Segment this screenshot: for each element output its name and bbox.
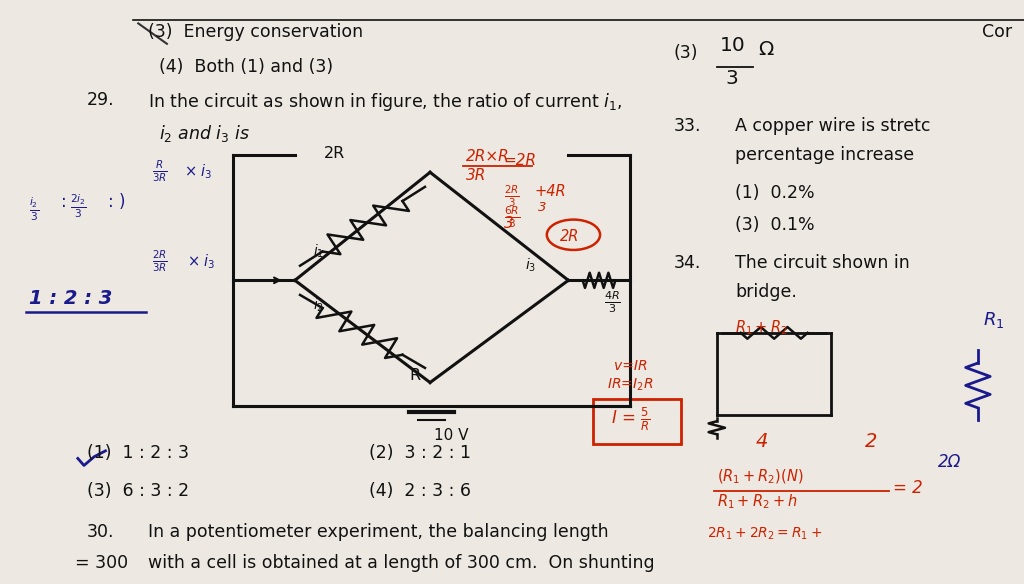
Text: (3): (3) xyxy=(674,44,698,62)
Text: 33.: 33. xyxy=(674,117,701,135)
Text: 2Ω: 2Ω xyxy=(938,453,962,471)
Text: R: R xyxy=(410,367,421,383)
Text: $\frac{i_2}{3}$: $\frac{i_2}{3}$ xyxy=(29,196,39,223)
Text: In a potentiometer experiment, the balancing length: In a potentiometer experiment, the balan… xyxy=(148,523,609,541)
Text: 3: 3 xyxy=(538,201,546,214)
Text: 3: 3 xyxy=(725,69,737,88)
Text: $i_2$ and $i_3$ is: $i_2$ and $i_3$ is xyxy=(159,123,250,144)
Text: 3: 3 xyxy=(504,216,514,231)
Text: $2R_1+2R_2=R_1+$: $2R_1+2R_2=R_1+$ xyxy=(707,526,822,542)
Text: = 300: = 300 xyxy=(75,554,128,572)
Text: $\frac{4R}{3}$: $\frac{4R}{3}$ xyxy=(604,289,622,315)
Text: (1)  1 : 2 : 3: (1) 1 : 2 : 3 xyxy=(87,444,189,462)
Text: (3)  6 : 3 : 2: (3) 6 : 3 : 2 xyxy=(87,482,189,500)
Text: $\frac{R}{3R}$: $\frac{R}{3R}$ xyxy=(152,159,167,184)
Text: :: : xyxy=(61,193,68,211)
Text: × $i_3$: × $i_3$ xyxy=(184,162,213,181)
Text: (4)  Both (1) and (3): (4) Both (1) and (3) xyxy=(159,58,333,77)
Text: 2R: 2R xyxy=(560,229,580,244)
Text: $\frac{6R}{3}$: $\frac{6R}{3}$ xyxy=(504,204,520,230)
Text: 2R: 2R xyxy=(324,145,345,161)
Text: $R_1+R_2+h$: $R_1+R_2+h$ xyxy=(717,492,798,511)
Text: (4)  2 : 3 : 6: (4) 2 : 3 : 6 xyxy=(369,482,471,500)
Text: $\frac{2R}{3}$: $\frac{2R}{3}$ xyxy=(504,184,519,209)
Text: 3R: 3R xyxy=(466,168,486,183)
Text: percentage increase: percentage increase xyxy=(735,146,914,164)
Text: (3)  0.1%: (3) 0.1% xyxy=(735,216,815,234)
Text: bridge.: bridge. xyxy=(735,283,797,301)
Text: $i_2$: $i_2$ xyxy=(313,297,325,314)
Text: (2)  3 : 2 : 1: (2) 3 : 2 : 1 xyxy=(369,444,471,462)
Text: $\frac{2i_2}{3}$: $\frac{2i_2}{3}$ xyxy=(70,193,86,220)
Text: $R_1+R_2$: $R_1+R_2$ xyxy=(735,318,787,337)
Text: 10: 10 xyxy=(720,36,745,55)
Text: (1)  0.2%: (1) 0.2% xyxy=(735,184,815,202)
Text: The circuit shown in: The circuit shown in xyxy=(735,254,910,272)
Text: = 2: = 2 xyxy=(893,479,923,497)
Text: 2: 2 xyxy=(865,432,878,451)
Text: Ω: Ω xyxy=(758,40,773,59)
Text: =2R: =2R xyxy=(504,153,537,168)
Text: 30.: 30. xyxy=(87,523,115,541)
Text: IR=I$_2$R: IR=I$_2$R xyxy=(607,377,653,393)
Text: : ): : ) xyxy=(108,193,125,211)
Text: +4R: +4R xyxy=(535,184,566,199)
Text: $i_1$: $i_1$ xyxy=(313,242,325,260)
Text: $(R_1+R_2)(N)$: $(R_1+R_2)(N)$ xyxy=(717,467,804,486)
Text: I = $\frac{5}{R}$: I = $\frac{5}{R}$ xyxy=(611,405,651,433)
Text: 1 : 2 : 3: 1 : 2 : 3 xyxy=(29,289,112,308)
Text: v=IR: v=IR xyxy=(614,359,648,373)
Text: In the circuit as shown in figure, the ratio of current $i_1$,: In the circuit as shown in figure, the r… xyxy=(148,91,623,113)
Text: 29.: 29. xyxy=(87,91,115,109)
Text: with a cell is obtained at a length of 300 cm.  On shunting: with a cell is obtained at a length of 3… xyxy=(148,554,655,572)
Text: $\frac{2R}{3R}$: $\frac{2R}{3R}$ xyxy=(152,248,167,273)
Text: 34.: 34. xyxy=(674,254,701,272)
Text: (3)  Energy conservation: (3) Energy conservation xyxy=(148,23,364,41)
Text: 2R×R: 2R×R xyxy=(466,149,510,164)
Text: $i_3$: $i_3$ xyxy=(525,257,537,274)
Text: A copper wire is stretc: A copper wire is stretc xyxy=(735,117,931,135)
Text: × $i_3$: × $i_3$ xyxy=(187,252,216,271)
Text: $R_1$: $R_1$ xyxy=(983,310,1005,329)
Text: 10 V: 10 V xyxy=(434,428,468,443)
Text: 4: 4 xyxy=(756,432,768,451)
Text: Cor: Cor xyxy=(982,23,1012,41)
